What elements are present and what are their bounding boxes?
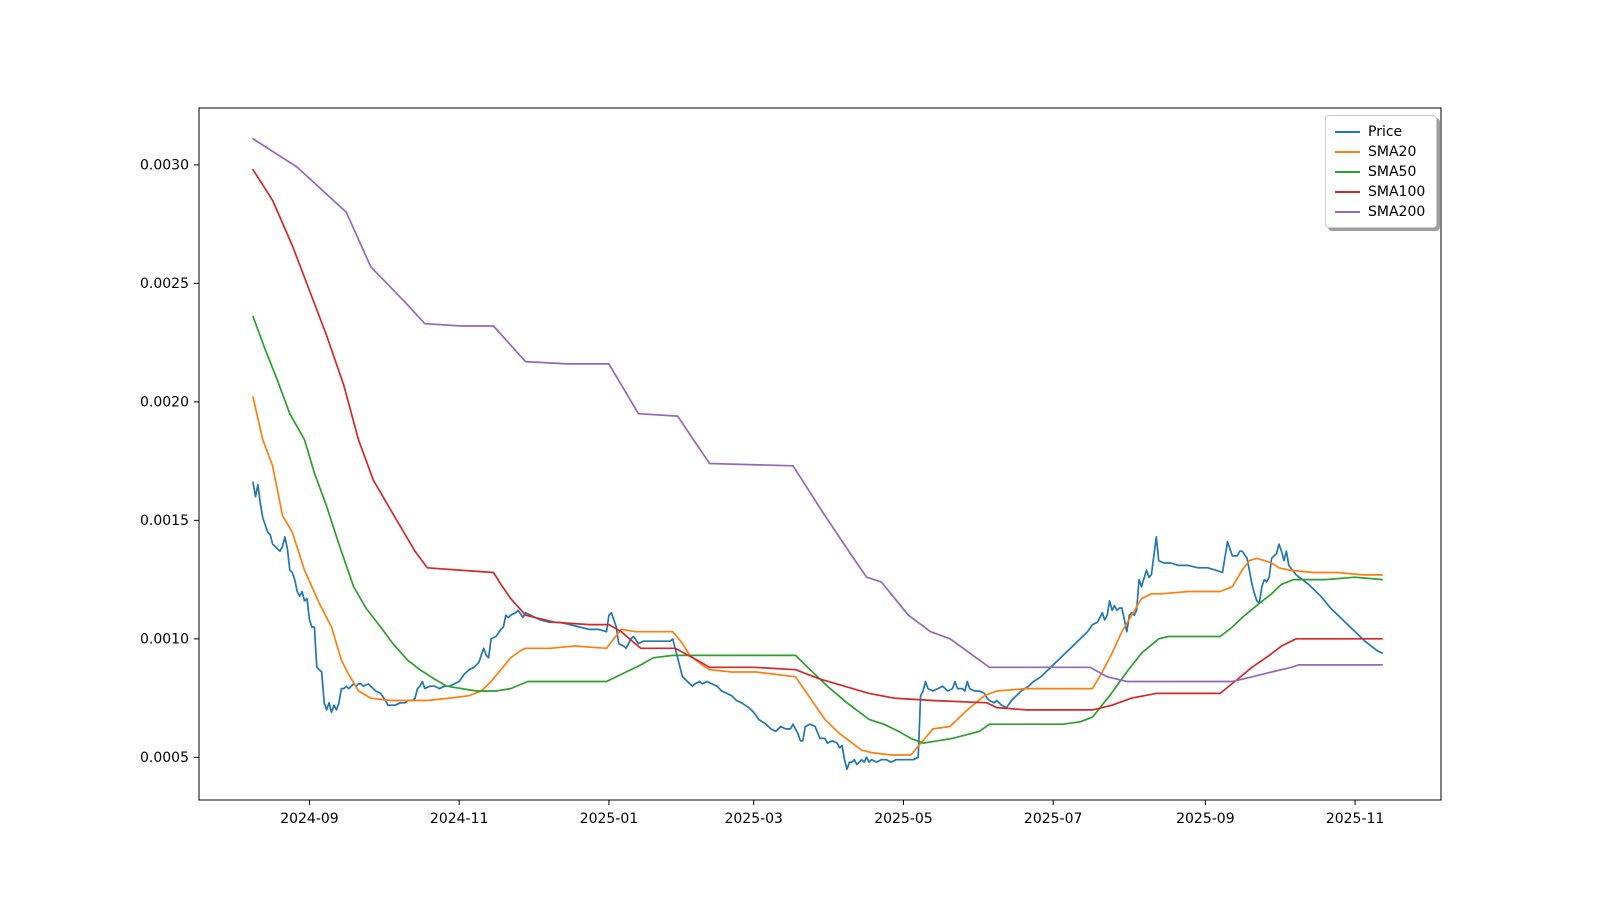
x-axis: 2024-09 2024-11 2025-01 2025-03 2025-05 2025-…	[280, 800, 1384, 827]
x-tick-label: 2025-01	[580, 811, 639, 827]
legend-item-sma50: SMA50	[1335, 162, 1428, 182]
series-line-sma200	[252, 137, 1383, 683]
x-tick-label: 2025-11	[1326, 811, 1385, 827]
legend-label: Price	[1368, 124, 1403, 140]
x-tick-label: 2025-09	[1176, 811, 1235, 827]
x-tick-label: 2024-09	[280, 811, 339, 827]
y-tick-label: 0.0015	[140, 513, 189, 529]
legend-item-sma200: SMA200	[1335, 202, 1428, 222]
legend-line-sample-sma50	[1335, 171, 1360, 173]
x-tick-label: 2025-05	[874, 811, 933, 827]
series-lines	[252, 137, 1383, 771]
legend-line-sample-sma200	[1335, 211, 1360, 213]
series-line-sma20	[252, 396, 1383, 756]
legend-line-sample-sma100	[1335, 191, 1360, 193]
y-tick-label: 0.0025	[140, 276, 189, 292]
legend-item-sma20: SMA20	[1335, 142, 1428, 162]
legend-line-sample-price	[1335, 131, 1360, 133]
series-line-price	[252, 481, 1383, 771]
legend-label: SMA200	[1368, 204, 1426, 220]
legend-label: SMA20	[1368, 144, 1417, 160]
x-tick-label: 2024-11	[430, 811, 489, 827]
x-tick-label: 2025-07	[1024, 811, 1083, 827]
legend-line-sample-sma20	[1335, 151, 1360, 153]
x-tick-label: 2025-03	[724, 811, 783, 827]
legend-item-price: Price	[1335, 122, 1428, 142]
plot-area	[198, 107, 1442, 801]
y-tick-label: 0.0030	[140, 157, 189, 173]
legend-item-sma100: SMA100	[1335, 182, 1428, 202]
legend: Price SMA20 SMA50 SMA100 SMA200	[1325, 115, 1437, 228]
legend-label: SMA100	[1368, 184, 1426, 200]
y-tick-label: 0.0010	[140, 631, 189, 647]
series-line-sma100	[252, 168, 1383, 711]
y-tick-label: 0.0005	[140, 750, 189, 766]
legend-label: SMA50	[1368, 164, 1417, 180]
series-line-sma50	[252, 315, 1383, 744]
y-tick-label: 0.0020	[140, 394, 189, 410]
y-axis: 0.0005 0.0010 0.0015 0.0020 0.0025 0.0030	[140, 157, 199, 766]
